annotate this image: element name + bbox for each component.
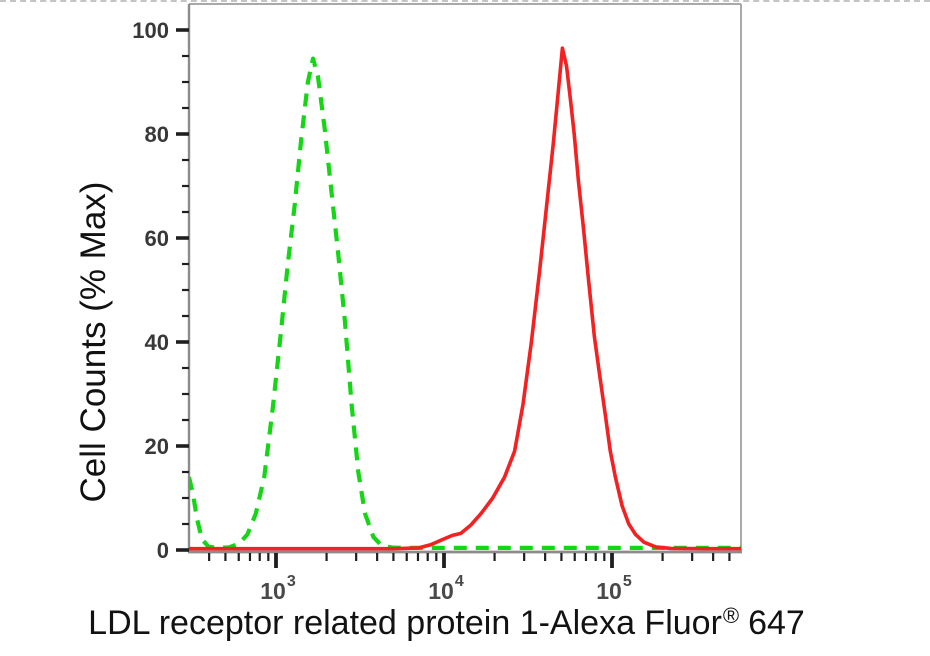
green-dashed-curve (189, 56, 741, 550)
x-axis-title-main: LDL receptor related protein 1-Alexa Flu… (88, 604, 722, 642)
x-axis-title: LDL receptor related protein 1-Alexa Flu… (0, 603, 893, 643)
x-tick-label: 104 (428, 573, 464, 604)
x-axis-title-number: 647 (748, 604, 805, 642)
x-tick-label: 105 (596, 573, 632, 604)
red-solid-curve (189, 46, 741, 551)
y-tick-label: 0 (157, 538, 169, 563)
top-dashed-border (0, 0, 930, 2)
y-tick-label: 60 (145, 226, 169, 251)
x-tick-label: 103 (260, 573, 296, 604)
y-tick-label: 40 (145, 330, 169, 355)
y-tick-label: 80 (145, 122, 169, 147)
registered-trademark-symbol: ® (722, 603, 740, 628)
y-tick-label: 100 (132, 18, 169, 43)
y-tick-label: 20 (145, 434, 169, 459)
